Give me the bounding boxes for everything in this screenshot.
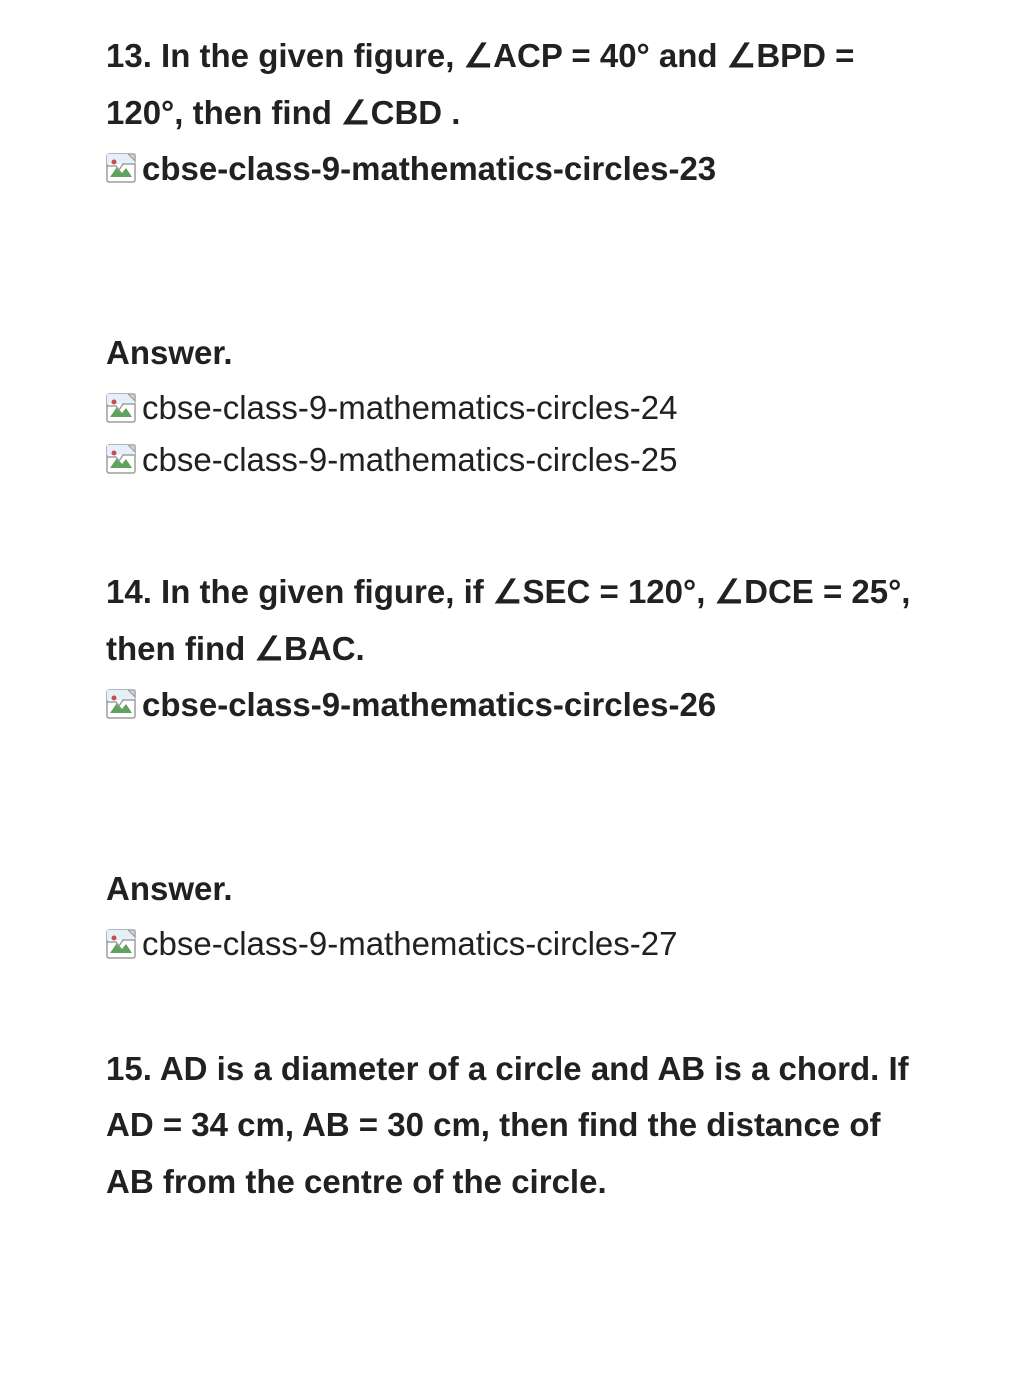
question-14-text: 14. In the given figure, if ∠SEC = 120°,… [106, 564, 934, 678]
broken-image-icon [106, 444, 136, 474]
question-13-text: 13. In the given figure, ∠ACP = 40° and … [106, 28, 934, 142]
answer-13-image-2-alt: cbse-class-9-mathematics-circles-25 [142, 435, 677, 485]
broken-image-icon [106, 153, 136, 183]
broken-image-icon [106, 393, 136, 423]
answer-13-image-1: cbse-class-9-mathematics-circles-24 [106, 383, 934, 433]
question-13-image-alt: cbse-class-9-mathematics-circles-23 [142, 144, 716, 194]
broken-image-icon [106, 689, 136, 719]
question-14-image: cbse-class-9-mathematics-circles-26 [106, 680, 934, 730]
answer-14-image-1-alt: cbse-class-9-mathematics-circles-27 [142, 919, 677, 969]
question-13-image: cbse-class-9-mathematics-circles-23 [106, 144, 934, 194]
answer-13-image-1-alt: cbse-class-9-mathematics-circles-24 [142, 383, 677, 433]
question-15-text: 15. AD is a diameter of a circle and AB … [106, 1041, 934, 1211]
question-14-image-alt: cbse-class-9-mathematics-circles-26 [142, 680, 716, 730]
answer-13-image-2: cbse-class-9-mathematics-circles-25 [106, 435, 934, 485]
answer-14-label: Answer. [106, 861, 934, 917]
broken-image-icon [106, 929, 136, 959]
answer-13-label: Answer. [106, 325, 934, 381]
answer-14-image-1: cbse-class-9-mathematics-circles-27 [106, 919, 934, 969]
